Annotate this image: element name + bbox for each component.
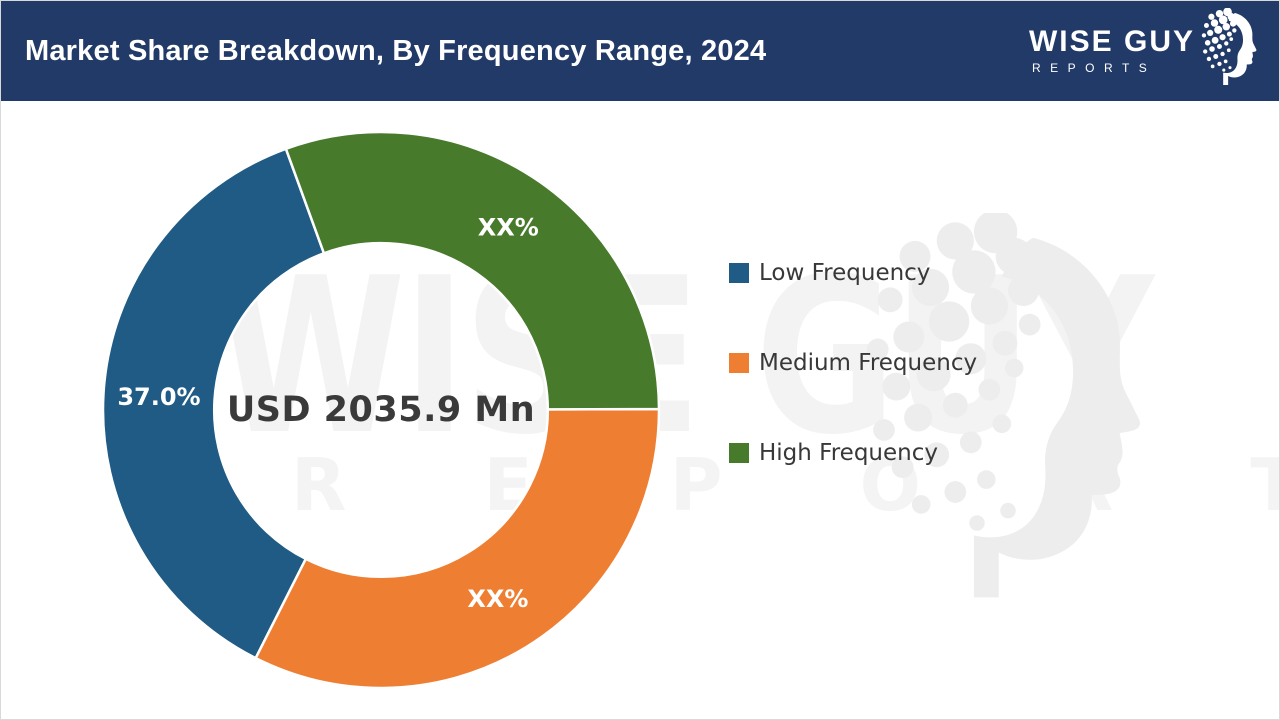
legend-item-low-frequency: Low Frequency — [729, 261, 977, 285]
donut-segment-medium-frequency — [254, 407, 661, 690]
brand-logo: WISE GUY REPORTS — [1028, 7, 1261, 95]
donut-segment-low-frequency — [101, 147, 326, 660]
slice-label-high-frequency: XX% — [478, 214, 539, 242]
legend-swatch-low-frequency — [729, 263, 749, 283]
brand-name: WISE GUY — [1028, 25, 1195, 58]
legend-swatch-high-frequency — [729, 443, 749, 463]
chart-legend: Low Frequency Medium Frequency High Freq… — [729, 261, 977, 531]
brand-subtitle: REPORTS — [1031, 61, 1157, 75]
header-bar: Market Share Breakdown, By Frequency Ran… — [1, 1, 1279, 101]
donut-chart: 37.0% XX% XX% — [101, 130, 661, 690]
legend-label: High Frequency — [759, 439, 938, 466]
chart-area: WISE GUY R E P O R T S 37.0%XX%XX% USD 2… — [1, 101, 1279, 719]
wiseguy-head-icon — [1201, 7, 1257, 85]
donut-segment-high-frequency — [284, 130, 661, 411]
brand-logo-text: WISE GUY REPORTS — [1028, 25, 1195, 76]
slice-label-low-frequency: 37.0% — [117, 383, 200, 411]
legend-label: Medium Frequency — [759, 349, 978, 376]
legend-swatch-medium-frequency — [729, 353, 749, 373]
legend-label: Low Frequency — [759, 259, 931, 286]
slice-label-medium-frequency: XX% — [467, 585, 528, 613]
legend-item-medium-frequency: Medium Frequency — [729, 351, 977, 375]
chart-center-value: USD 2035.9 Mn — [226, 390, 536, 430]
legend-item-high-frequency: High Frequency — [729, 441, 977, 465]
page-title: Market Share Breakdown, By Frequency Ran… — [25, 34, 767, 67]
